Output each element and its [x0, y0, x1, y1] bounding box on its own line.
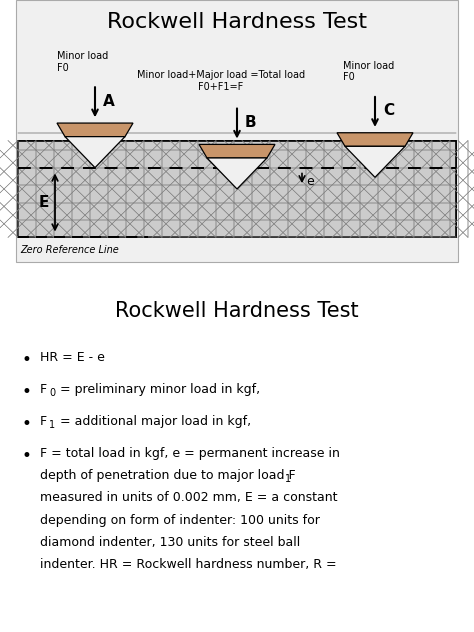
Text: A: A — [103, 94, 115, 109]
Text: Zero Reference Line: Zero Reference Line — [20, 245, 119, 255]
Text: 1: 1 — [285, 475, 291, 484]
Text: E: E — [38, 195, 49, 210]
Bar — [18, 140, 456, 238]
Text: •: • — [22, 447, 32, 465]
Text: •: • — [22, 383, 32, 401]
Polygon shape — [57, 123, 133, 137]
Text: indenter. HR = Rockwell hardness number, R =: indenter. HR = Rockwell hardness number,… — [40, 557, 337, 571]
Text: depending on form of indenter: 100 units for: depending on form of indenter: 100 units… — [40, 514, 320, 526]
Text: Minor load
F0: Minor load F0 — [57, 51, 108, 73]
Polygon shape — [345, 147, 405, 178]
Text: F: F — [40, 415, 47, 428]
Text: Rockwell Hardness Test: Rockwell Hardness Test — [107, 11, 367, 32]
Polygon shape — [337, 133, 413, 147]
Text: •: • — [22, 351, 32, 369]
Polygon shape — [207, 158, 267, 189]
Text: •: • — [22, 415, 32, 433]
Bar — [18, 140, 456, 238]
Text: F: F — [40, 383, 47, 396]
Text: HR = E - e: HR = E - e — [40, 351, 105, 364]
Text: measured in units of 0.002 mm, E = a constant: measured in units of 0.002 mm, E = a con… — [40, 492, 337, 504]
Text: Minor load+Major load =Total load
F0+F1=F: Minor load+Major load =Total load F0+F1=… — [137, 70, 305, 92]
Text: 0: 0 — [49, 388, 55, 398]
Polygon shape — [65, 137, 125, 167]
Text: F = total load in kgf, e = permanent increase in: F = total load in kgf, e = permanent inc… — [40, 447, 340, 460]
Text: C: C — [383, 103, 394, 118]
Text: 1: 1 — [49, 420, 55, 430]
Text: B: B — [245, 115, 256, 130]
Text: depth of penetration due to major load F: depth of penetration due to major load F — [40, 470, 296, 482]
Polygon shape — [199, 144, 275, 158]
Text: = additional major load in kgf,: = additional major load in kgf, — [56, 415, 251, 428]
Text: Rockwell Hardness Test: Rockwell Hardness Test — [115, 301, 359, 321]
Text: Minor load
F0: Minor load F0 — [343, 61, 394, 82]
Text: e: e — [306, 174, 314, 188]
Text: diamond indenter, 130 units for steel ball: diamond indenter, 130 units for steel ba… — [40, 536, 300, 549]
Text: = preliminary minor load in kgf,: = preliminary minor load in kgf, — [56, 383, 260, 396]
